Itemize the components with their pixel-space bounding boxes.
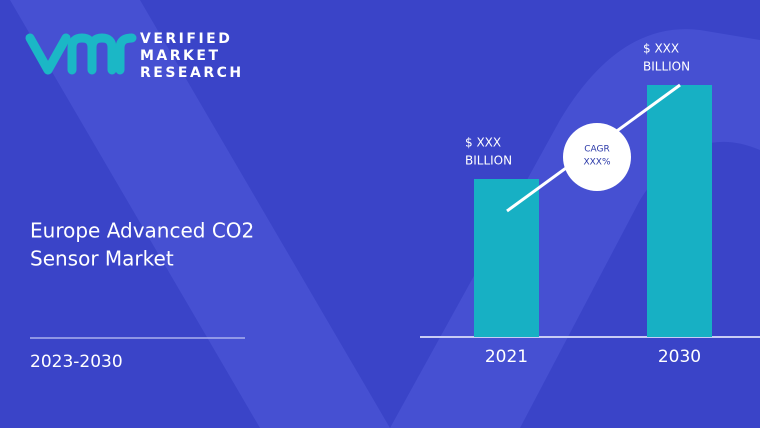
logo-line: MARKET (140, 48, 221, 64)
cagr-label: XXX% (583, 158, 610, 168)
period: 2023-2030 (30, 352, 123, 372)
logo-line: VERIFIED (140, 31, 232, 47)
title: Europe Advanced CO2 (30, 219, 254, 243)
bar-label: $ XXX (643, 42, 679, 56)
x-tick-label: 2021 (485, 347, 528, 367)
bar-label: $ XXX (465, 136, 501, 150)
bar (474, 179, 539, 337)
cagr-label: CAGR (584, 145, 610, 155)
logo-mark (25, 33, 137, 75)
bar (647, 85, 712, 337)
bar-label: BILLION (643, 60, 690, 74)
title: Sensor Market (30, 247, 174, 271)
chart: 2021 $ XXX BILLION 2030 $ XXX BILLION CAGR XXX% (465, 42, 712, 367)
logo-line: RESEARCH (140, 65, 244, 81)
bg-shape (10, 0, 390, 428)
x-tick-label: 2030 (658, 347, 701, 367)
bar-label: BILLION (465, 154, 512, 168)
cagr-badge (563, 123, 631, 191)
